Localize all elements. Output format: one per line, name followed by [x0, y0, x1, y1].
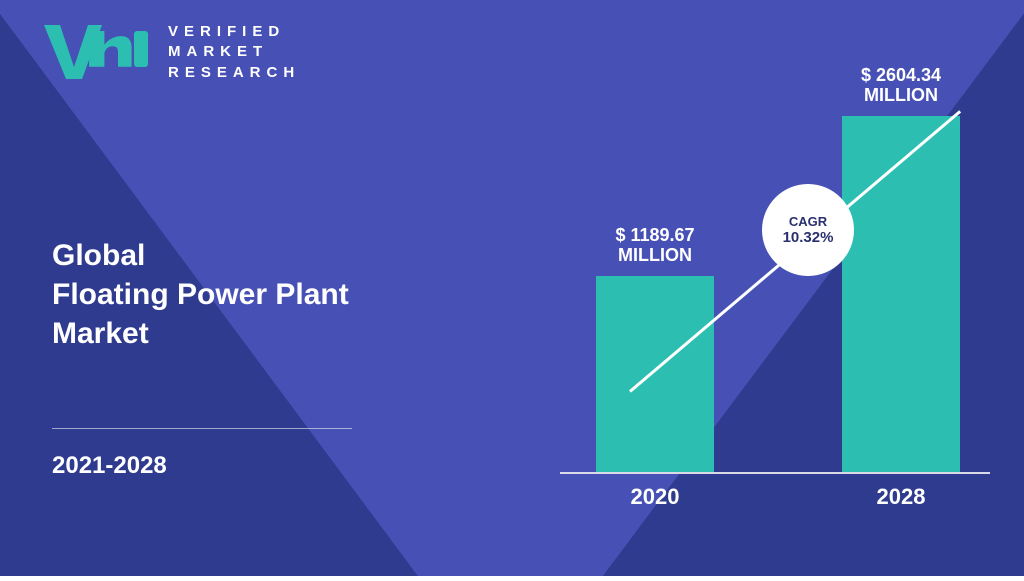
- x-axis: [560, 472, 990, 474]
- x-category-2020: 2020: [615, 484, 695, 510]
- page-title: Global Floating Power Plant Market: [52, 236, 349, 353]
- bar-label-2028: $ 2604.34MILLION: [821, 65, 981, 106]
- logo-line-3: RESEARCH: [168, 63, 300, 83]
- cagr-value: 10.32%: [783, 229, 834, 246]
- logo-mark-icon: [44, 25, 154, 79]
- bar-2020: [596, 276, 714, 472]
- logo-line-1: VERIFIED: [168, 22, 300, 42]
- bar-2028: [842, 116, 960, 472]
- bar-label-2020: $ 1189.67MILLION: [575, 225, 735, 266]
- cagr-label: CAGR: [789, 214, 827, 229]
- title-divider: [52, 428, 352, 429]
- logo-text: VERIFIED MARKET RESEARCH: [168, 22, 300, 83]
- forecast-period: 2021-2028: [52, 452, 167, 480]
- title-line-2: Floating Power Plant: [52, 275, 349, 314]
- logo-line-2: MARKET: [168, 42, 300, 62]
- market-bar-chart: $ 1189.67MILLION $ 2604.34MILLION 2020 2…: [540, 30, 1010, 510]
- cagr-badge: CAGR 10.32%: [762, 184, 854, 276]
- brand-logo: VERIFIED MARKET RESEARCH: [44, 22, 300, 83]
- title-line-1: Global: [52, 236, 349, 275]
- title-line-3: Market: [52, 314, 349, 353]
- x-category-2028: 2028: [861, 484, 941, 510]
